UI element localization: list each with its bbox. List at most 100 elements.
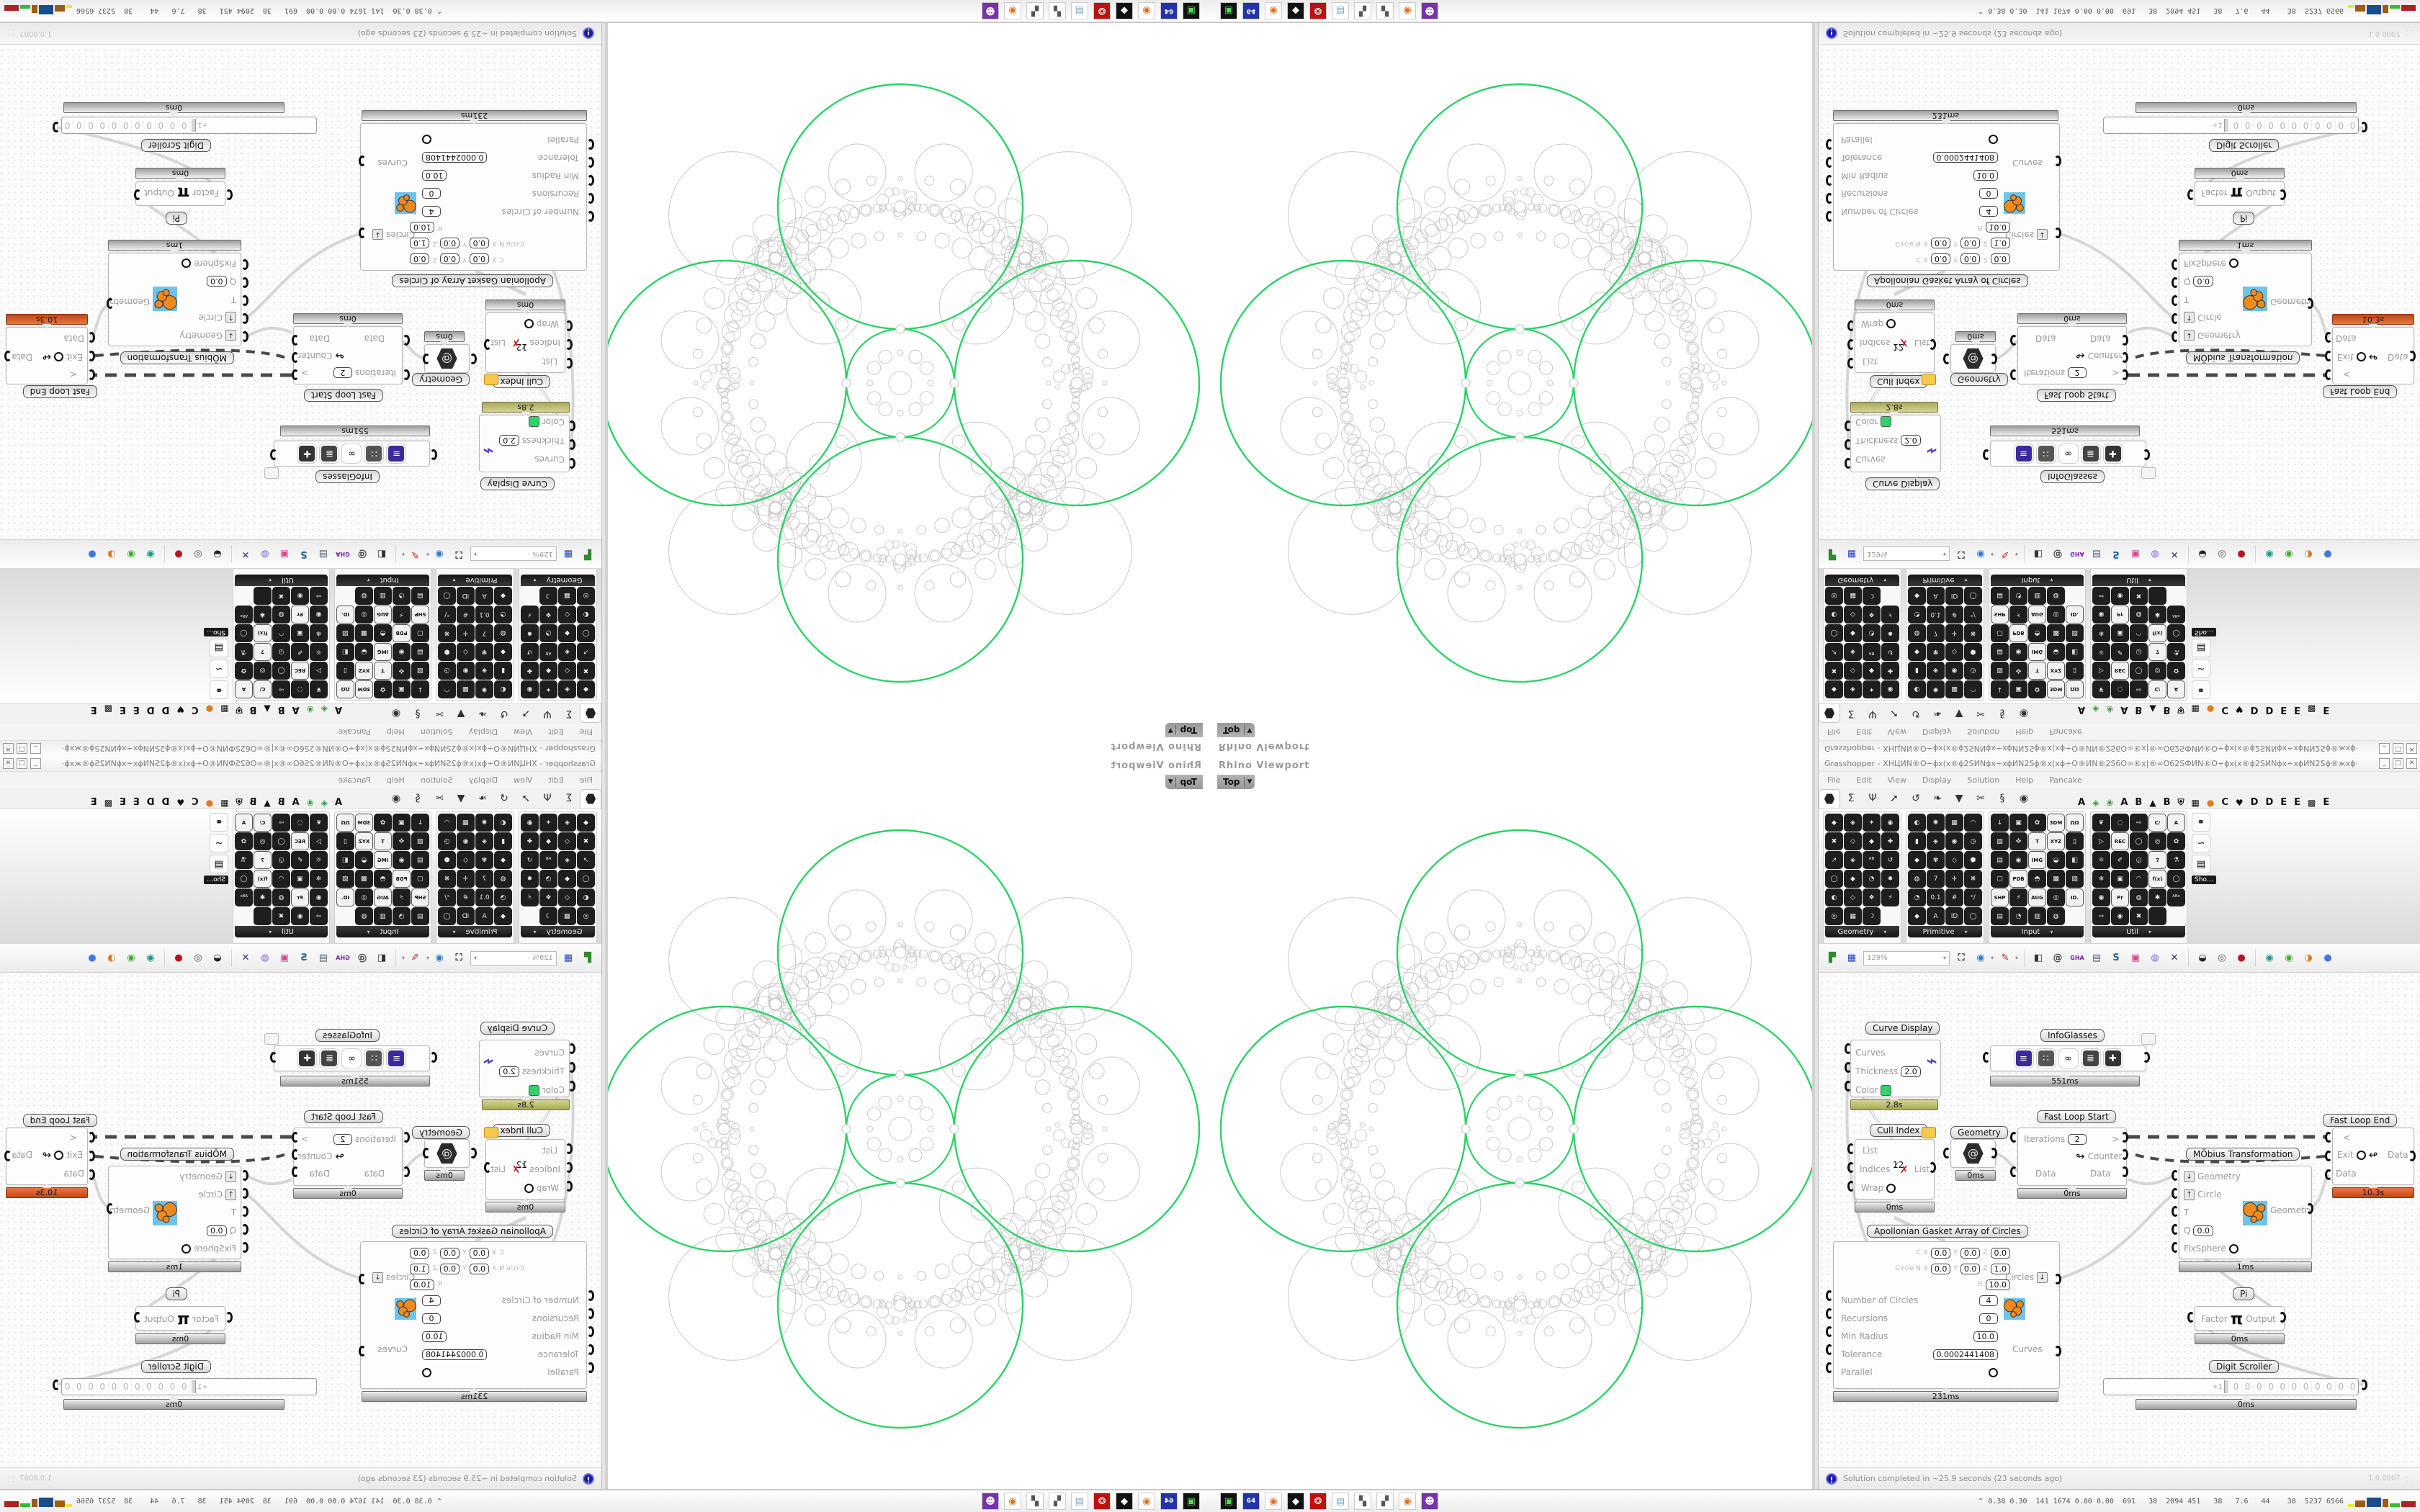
tab-category-4[interactable]: ↺ (500, 793, 508, 804)
badge-down-icon[interactable]: ↓ (2184, 330, 2195, 341)
digit-cell[interactable]: 0 (108, 120, 121, 130)
viewport-tab-top[interactable]: Top ▼ (1217, 723, 1255, 737)
digit-cell[interactable]: 0 (2323, 1382, 2334, 1392)
input-port[interactable] (241, 313, 248, 324)
toggle-circle[interactable] (2228, 1243, 2238, 1254)
palette-component-icon[interactable]: ◍ (2130, 606, 2148, 624)
value-box[interactable]: 10.0 (422, 1331, 447, 1342)
input-port[interactable] (565, 339, 573, 350)
toggle-circle[interactable] (1989, 135, 1998, 145)
palette-component-icon[interactable]: ◔ (1863, 870, 1881, 888)
save-file-icon[interactable]: ▦ (1847, 953, 1857, 963)
palette-component-icon[interactable]: ✸ (521, 624, 539, 642)
palette-component-icon[interactable]: ⬢ (1964, 851, 1982, 869)
palette-component-icon[interactable]: ▦ (457, 814, 475, 832)
palette-component-icon[interactable]: ✺ (1927, 814, 1945, 832)
rings-icon[interactable]: ◎ (194, 953, 202, 963)
palette-component-icon[interactable]: ◉ (2111, 587, 2129, 605)
palette-component-icon[interactable]: PDB (2009, 624, 2027, 642)
palette-component-icon[interactable]: ✺ (475, 814, 493, 832)
node-geometry-label[interactable]: Geometry (412, 1126, 470, 1139)
input-port[interactable] (2172, 1224, 2179, 1235)
maximize-button[interactable]: □ (17, 743, 27, 754)
node-pi-label[interactable]: Pi (165, 1287, 187, 1300)
palette-component-icon[interactable]: ◔ (539, 624, 557, 642)
palette-side-icon-0[interactable]: ⚭ (2192, 680, 2210, 699)
value-box[interactable]: 0.0 (1960, 253, 1981, 265)
node-infoglasses-label[interactable]: InfoGlasses (2040, 470, 2105, 483)
palette-component-icon[interactable]: ◔ (393, 587, 411, 605)
plugin-tab-5[interactable]: ▲ (2149, 704, 2156, 715)
tab-category-1[interactable]: Σ (1847, 708, 1855, 719)
palette-component-icon[interactable]: ↗ (577, 643, 595, 661)
expand-icon[interactable]: ▾ (452, 928, 456, 935)
palette-component-icon[interactable]: ▧ (2066, 870, 2084, 888)
floppy64-icon[interactable]: 64 (1242, 1493, 1260, 1510)
tab-category-4[interactable]: ↺ (1912, 708, 1920, 719)
digit-cell[interactable]: 0 (2311, 1382, 2323, 1392)
palette-component-icon[interactable]: REC (291, 832, 309, 850)
palette-component-icon[interactable]: ✖ (2130, 587, 2148, 605)
wires-icon[interactable]: ✕ (241, 953, 250, 963)
palette-component-icon[interactable]: ◉ (310, 888, 328, 906)
palette-component-icon[interactable]: 0.1 (475, 888, 493, 906)
plugin-tab-13[interactable]: D (2265, 704, 2274, 715)
palette-component-icon[interactable]: ⇨ (2092, 587, 2110, 605)
input-port[interactable] (241, 1206, 248, 1217)
package-icon[interactable]: ▣ (279, 549, 290, 559)
palette-group-label[interactable]: Primitive ▾ (438, 926, 512, 937)
tab-category-5[interactable]: ❧ (478, 793, 487, 804)
palette-component-icon[interactable]: ◔ (1908, 606, 1926, 624)
tab-category-9[interactable]: ◉ (391, 793, 401, 804)
output-port[interactable] (53, 1380, 60, 1390)
palette-component-icon[interactable]: ⇨ (2130, 814, 2148, 832)
plugin-tab-4[interactable]: B (277, 704, 285, 715)
palette-component-icon[interactable]: A (235, 814, 253, 832)
plugin-tab-3[interactable]: A (2120, 797, 2128, 808)
palette-component-icon[interactable]: ◈ (558, 680, 576, 698)
palette-component-icon[interactable]: ◐ (1908, 814, 1926, 832)
chevron-down-icon[interactable]: ▼ (1247, 726, 1252, 734)
input-port[interactable] (565, 358, 573, 369)
palette-component-icon[interactable]: ID (1945, 907, 1963, 925)
palette-component-icon[interactable]: ◯ (2130, 832, 2148, 850)
digit-cell[interactable]: 0 (179, 1382, 191, 1392)
digit-cell[interactable]: 0 (143, 1382, 156, 1392)
value-box[interactable]: 0.0002441408 (1932, 1349, 1998, 1360)
plugin-tab-7[interactable]: ⛨ (2177, 797, 2184, 807)
digit-cell[interactable]: 0 (73, 120, 86, 130)
palette-component-icon[interactable]: ◆ (1825, 814, 1843, 832)
rhino-viewport-canvas[interactable] (600, 791, 1210, 1489)
palette-component-icon[interactable]: ◯ (438, 907, 456, 925)
palette-component-icon[interactable]: ◠ (272, 870, 290, 888)
palette-component-icon[interactable]: ❋ (1964, 870, 1982, 888)
menu-item-file[interactable]: File (579, 727, 593, 737)
palette-component-icon[interactable]: f(x) (2148, 870, 2166, 888)
zoom-level-select[interactable]: 129% ▾ (470, 950, 557, 966)
maze2-icon[interactable]: ▞ (1026, 2, 1044, 19)
plugin-tab-3[interactable]: A (292, 704, 300, 715)
palette-component-icon[interactable]: ✐ (2111, 643, 2129, 661)
value-box[interactable]: 0 (1979, 188, 1998, 199)
palette-group-label[interactable]: Util ▾ (2092, 926, 2185, 937)
input-port[interactable] (225, 1312, 233, 1323)
palette-component-icon[interactable]: ✸ (1881, 870, 1899, 888)
palette-component-icon[interactable]: ⚡ (1881, 888, 1899, 906)
menu-item-pancake[interactable]: Pancake (2049, 727, 2082, 737)
node-mobius[interactable]: ↓ Geometry ↑ Circle T Q 0.0 FixSphere Geometry (107, 253, 241, 346)
node-infoglasses[interactable]: ≡ ∷ ∞ ≣ ✚ (1990, 441, 2146, 467)
node-pi[interactable]: Factor π Output (135, 181, 225, 206)
node-digit-scroller-label[interactable]: Digit Scroller (140, 1360, 211, 1373)
plugin-tab-16[interactable]: ▩ (104, 797, 112, 808)
palette-component-icon[interactable]: ◐ (577, 606, 595, 624)
node-fast-loop-start-label[interactable]: Fast Loop Start (2037, 1110, 2116, 1123)
palette-component-icon[interactable]: ◇ (558, 606, 576, 624)
digit-cell[interactable]: 0 (2276, 120, 2288, 130)
palette-component-icon[interactable]: ◔ (1863, 624, 1881, 642)
value-box[interactable]: 2 (333, 367, 352, 379)
node-geometry[interactable]: @ (424, 344, 470, 373)
yellow-note-sticker[interactable] (1922, 374, 1936, 385)
node-fast-loop-end-label[interactable]: Fast Loop End (22, 385, 97, 398)
gear-red-icon[interactable]: ❂ (1093, 1493, 1111, 1510)
sketch-pen-icon[interactable]: ✎ (411, 953, 419, 963)
